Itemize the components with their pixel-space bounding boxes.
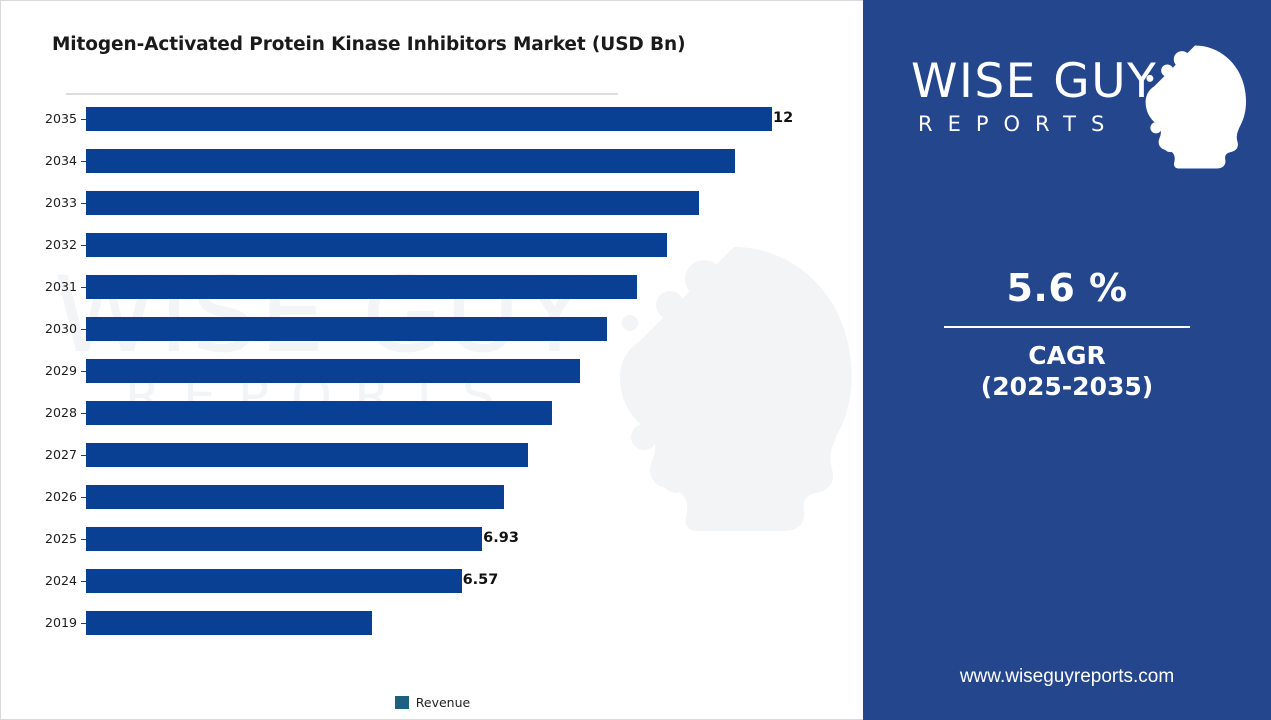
bar-2025 <box>86 527 483 551</box>
y-axis-tick-label: 2024 <box>44 573 77 588</box>
bar-2024 <box>86 569 462 593</box>
cagr-caption-line2: (2025-2035) <box>980 372 1154 402</box>
y-axis-tick-mark <box>81 203 86 204</box>
y-axis-tick-mark <box>81 371 86 372</box>
chart-panel: WISE GUY REPORTS Mitogen-Activated Prote… <box>0 0 863 720</box>
y-axis-tick-mark <box>81 287 86 288</box>
bar-2031 <box>86 275 637 299</box>
y-axis-tick-mark <box>81 539 86 540</box>
y-axis-tick-label: 2030 <box>44 321 77 336</box>
bar-2019 <box>86 611 372 635</box>
bar-value-label-2035: 12 <box>773 110 794 126</box>
bar-value-label-2025: 6.93 <box>483 530 519 546</box>
y-axis-tick-label: 2029 <box>44 363 77 378</box>
y-axis-tick-mark <box>81 161 86 162</box>
legend-swatch-revenue <box>394 696 409 709</box>
cagr-value: 5.6 % <box>1006 266 1128 310</box>
bar-2027 <box>86 443 529 467</box>
y-axis-tick-label: 2033 <box>44 195 77 210</box>
plot-area: 2035 12 2034 2033 2032 2031 2030 2029 2028 2027 20… <box>1 1 863 691</box>
y-axis-tick-label: 2026 <box>44 489 77 504</box>
cagr-divider <box>944 326 1190 328</box>
y-axis-tick-mark <box>81 455 86 456</box>
bar-2028 <box>86 401 553 425</box>
y-axis-tick-label: 2027 <box>44 447 77 462</box>
bar-2029 <box>86 359 580 383</box>
y-axis-tick-label: 2034 <box>44 153 77 168</box>
brand-panel: WISE GUY REPORTS 5.6 % <box>863 0 1271 720</box>
cagr-caption: CAGR (2025-2035) <box>863 340 1271 403</box>
logo-head-icon <box>1145 45 1247 169</box>
y-axis-tick-mark <box>81 119 86 120</box>
y-axis-tick-mark <box>81 623 86 624</box>
bar-2032 <box>86 233 668 257</box>
y-axis-tick-mark <box>81 245 86 246</box>
chart-legend: Revenue <box>1 695 863 710</box>
bar-2026 <box>86 485 505 509</box>
title-divider <box>66 93 618 95</box>
logo-line2: REPORTS <box>918 112 1120 136</box>
y-axis-tick-label: 2035 <box>44 111 77 126</box>
y-axis-tick-label: 2019 <box>44 615 77 630</box>
y-axis-tick-mark <box>81 329 86 330</box>
y-axis-tick-label: 2028 <box>44 405 77 420</box>
bar-2030 <box>86 317 607 341</box>
bar-2035 <box>86 107 772 131</box>
y-axis-tick-mark <box>81 413 86 414</box>
y-axis-tick-mark <box>81 581 86 582</box>
cagr-caption-line1: CAGR <box>1028 341 1106 370</box>
brand-logo: WISE GUY REPORTS <box>863 42 1271 172</box>
bar-2033 <box>86 191 700 215</box>
bar-2034 <box>86 149 735 173</box>
logo-line1: WISE GUY <box>911 54 1158 109</box>
y-axis-tick-label: 2025 <box>44 531 77 546</box>
legend-label-revenue: Revenue <box>415 695 471 710</box>
y-axis-tick-label: 2031 <box>44 279 77 294</box>
y-axis-tick-mark <box>81 497 86 498</box>
logo-wordmark: WISE GUY REPORTS <box>911 58 1211 135</box>
y-axis-tick-label: 2032 <box>44 237 77 252</box>
website-url: www.wiseguyreports.com <box>959 666 1175 687</box>
chart-title: Mitogen-Activated Protein Kinase Inhibit… <box>52 34 686 55</box>
bar-value-label-2024: 6.57 <box>462 572 499 588</box>
